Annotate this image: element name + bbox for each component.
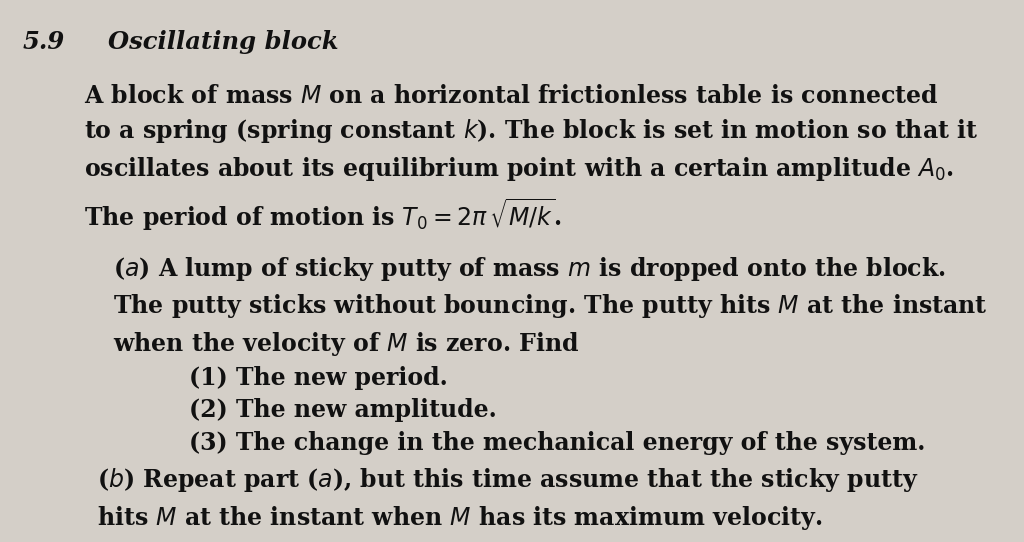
Text: (1) The new period.
(2) The new amplitude.
(3) The change in the mechanical ener: (1) The new period. (2) The new amplitud… bbox=[189, 366, 926, 455]
Text: ($b$) Repeat part ($a$), but this time assume that the sticky putty
hits $M$ at : ($b$) Repeat part ($a$), but this time a… bbox=[97, 466, 919, 532]
Text: Oscillating block: Oscillating block bbox=[108, 30, 338, 54]
Text: ($a$) A lump of sticky putty of mass $m$ is dropped onto the block.
The putty st: ($a$) A lump of sticky putty of mass $m$… bbox=[113, 255, 987, 358]
Text: 5.9: 5.9 bbox=[23, 30, 65, 54]
Text: A block of mass $M$ on a horizontal frictionless table is connected
to a spring : A block of mass $M$ on a horizontal fric… bbox=[84, 84, 978, 233]
